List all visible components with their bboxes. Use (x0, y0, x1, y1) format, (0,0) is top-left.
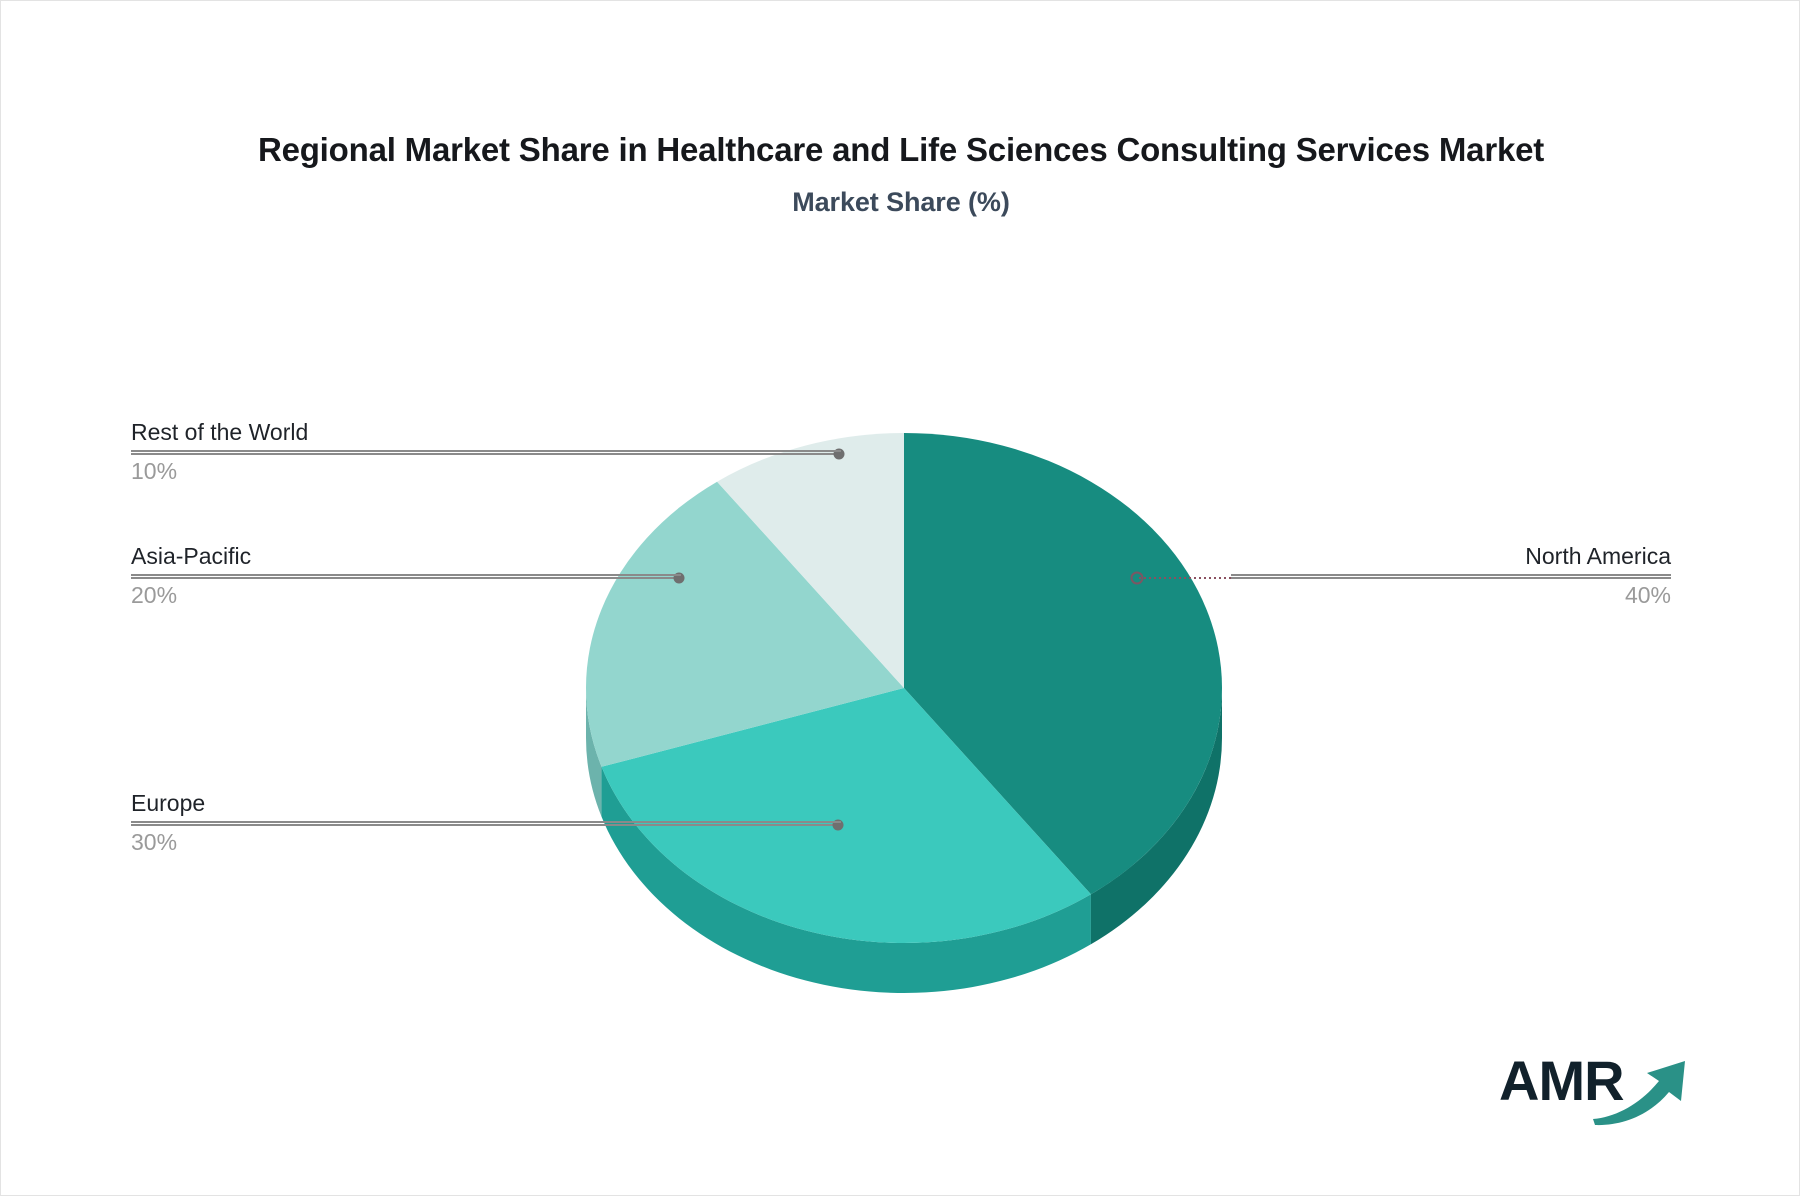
slice-side-europe (601, 766, 1091, 994)
slice-europe (601, 688, 1091, 944)
callout-label-north-america: North America (1525, 543, 1671, 569)
callout-rule-europe (131, 821, 841, 823)
slice-asia-pacific (585, 481, 904, 767)
callout-label-europe: Europe (131, 790, 206, 816)
callout-asia-pacific: Asia-Pacific 20% (131, 541, 681, 612)
amr-logo: AMR (1499, 1041, 1689, 1127)
callout-label-rest-of-the-world: Rest of the World (131, 419, 309, 445)
slice-side-asia-pacific (586, 688, 602, 817)
slice-north-america (904, 432, 1223, 895)
callout-value-asia-pacific: 20% (131, 582, 178, 608)
callout-europe: Europe 30% (131, 788, 841, 859)
callout-north-america: North America 40% (1231, 541, 1671, 612)
amr-logo-text: AMR (1499, 1049, 1625, 1112)
callout-value-rest-of-the-world: 10% (131, 458, 178, 484)
leader-dot-north-america (1130, 571, 1144, 585)
callout-rest-of-the-world: Rest of the World 10% (131, 417, 841, 488)
callout-rule-rest-of-the-world (131, 450, 841, 452)
pie-top-faces (585, 432, 1223, 944)
callout-rule-north-america (1231, 574, 1671, 576)
callout-value-north-america: 40% (1624, 582, 1671, 608)
chart-subtitle: Market Share (%) (792, 187, 1010, 217)
growth-arrow-icon (1593, 1061, 1685, 1126)
pie-depth-walls (586, 688, 1222, 994)
slice-side-north-america (1090, 688, 1222, 945)
leader-lines (131, 448, 1671, 831)
callout-label-asia-pacific: Asia-Pacific (131, 543, 252, 569)
chart-title: Regional Market Share in Healthcare and … (257, 131, 1545, 168)
callout-value-europe: 30% (131, 829, 178, 855)
slice-rest-of-the-world (717, 433, 904, 688)
callout-rule-asia-pacific (131, 574, 681, 576)
